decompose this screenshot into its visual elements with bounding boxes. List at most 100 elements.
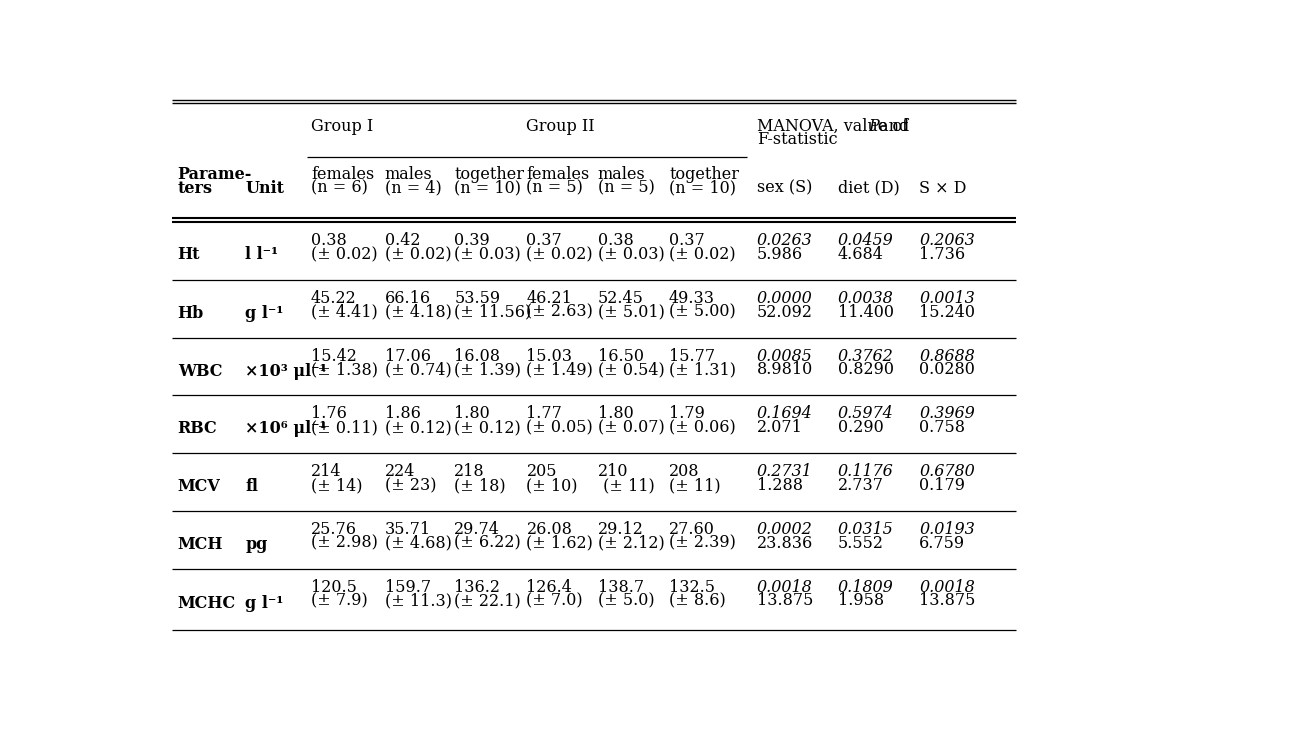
Text: together: together [455,166,524,183]
Text: 52.092: 52.092 [757,303,812,320]
Text: 0.2731: 0.2731 [757,463,812,480]
Text: (± 2.63): (± 2.63) [527,303,593,320]
Text: and: and [875,118,909,135]
Text: (± 6.22): (± 6.22) [455,534,521,551]
Text: (± 11): (± 11) [669,477,720,494]
Text: (± 7.0): (± 7.0) [527,593,583,609]
Text: 53.59: 53.59 [455,290,500,307]
Text: (n = 5): (n = 5) [597,180,655,197]
Text: (± 5.01): (± 5.01) [597,303,664,320]
Text: 120.5: 120.5 [310,579,356,596]
Text: 0.8290: 0.8290 [838,361,893,378]
Text: 27.60: 27.60 [669,521,715,538]
Text: Group I: Group I [310,118,373,135]
Text: Parame-: Parame- [178,166,252,183]
Text: (± 0.02): (± 0.02) [669,246,736,263]
Text: MCHC: MCHC [178,595,236,612]
Text: (± 11.56): (± 11.56) [455,303,532,320]
Text: MCH: MCH [178,536,223,553]
Text: 0.8688: 0.8688 [920,348,975,365]
Text: 224: 224 [385,463,415,480]
Text: (± 5.00): (± 5.00) [669,303,736,320]
Text: 8.9810: 8.9810 [757,361,814,378]
Text: (± 4.68): (± 4.68) [385,534,452,551]
Text: (± 14): (± 14) [310,477,363,494]
Text: 0.2063: 0.2063 [920,232,975,249]
Text: (± 0.07): (± 0.07) [597,419,664,436]
Text: g l⁻¹: g l⁻¹ [245,595,283,612]
Text: 2.737: 2.737 [838,477,884,494]
Text: (± 4.41): (± 4.41) [310,303,377,320]
Text: 13.875: 13.875 [757,593,814,609]
Text: (± 1.62): (± 1.62) [527,534,593,551]
Text: 0.0280: 0.0280 [920,361,975,378]
Text: 0.0193: 0.0193 [920,521,975,538]
Text: males: males [597,166,646,183]
Text: 205: 205 [527,463,557,480]
Text: 0.42: 0.42 [385,232,421,249]
Text: 0.179: 0.179 [920,477,965,494]
Text: RBC: RBC [178,420,217,437]
Text: MCV: MCV [178,478,220,495]
Text: 1.79: 1.79 [669,406,705,423]
Text: 0.0000: 0.0000 [757,290,812,307]
Text: ×10⁶ μl⁻¹: ×10⁶ μl⁻¹ [245,420,326,437]
Text: 0.38: 0.38 [597,232,634,249]
Text: (± 1.38): (± 1.38) [310,361,379,378]
Text: 1.76: 1.76 [310,406,347,423]
Text: 218: 218 [455,463,485,480]
Text: (± 0.02): (± 0.02) [385,246,451,263]
Text: 23.836: 23.836 [757,534,814,551]
Text: 159.7: 159.7 [385,579,431,596]
Text: 0.0018: 0.0018 [757,579,812,596]
Text: 6.759: 6.759 [920,534,965,551]
Text: 0.37: 0.37 [527,232,562,249]
Text: (n = 5): (n = 5) [527,180,583,197]
Text: pg: pg [245,536,267,553]
Text: 66.16: 66.16 [385,290,431,307]
Text: together: together [669,166,739,183]
Text: (± 0.54): (± 0.54) [597,361,664,378]
Text: sex (S): sex (S) [757,180,812,197]
Text: 46.21: 46.21 [527,290,572,307]
Text: males: males [385,166,432,183]
Text: 16.08: 16.08 [455,348,500,365]
Text: 17.06: 17.06 [385,348,431,365]
Text: (± 11.3): (± 11.3) [385,593,452,609]
Text: 0.5974: 0.5974 [838,406,893,423]
Text: (± 11): (± 11) [597,477,655,494]
Text: Ht: Ht [178,246,200,263]
Text: 52.45: 52.45 [597,290,643,307]
Text: 15.42: 15.42 [310,348,356,365]
Text: 0.290: 0.290 [838,419,884,436]
Text: (± 1.49): (± 1.49) [527,361,593,378]
Text: 15.240: 15.240 [920,303,976,320]
Text: 26.08: 26.08 [527,521,572,538]
Text: ters: ters [178,180,212,197]
Text: 0.0002: 0.0002 [757,521,812,538]
Text: diet (D): diet (D) [838,180,900,197]
Text: 15.03: 15.03 [527,348,572,365]
Text: (n = 10): (n = 10) [455,180,521,197]
Text: (± 0.11): (± 0.11) [310,419,377,436]
Text: P: P [869,118,879,135]
Text: 4.684: 4.684 [838,246,884,263]
Text: Group II: Group II [527,118,595,135]
Text: (± 0.12): (± 0.12) [385,419,452,436]
Text: 136.2: 136.2 [455,579,500,596]
Text: 138.7: 138.7 [597,579,645,596]
Text: 1.288: 1.288 [757,477,803,494]
Text: (± 2.12): (± 2.12) [597,534,664,551]
Text: Hb: Hb [178,305,204,322]
Text: 0.0315: 0.0315 [838,521,893,538]
Text: 25.76: 25.76 [310,521,358,538]
Text: 210: 210 [597,463,629,480]
Text: 2.071: 2.071 [757,419,803,436]
Text: 1.736: 1.736 [920,246,965,263]
Text: (± 0.03): (± 0.03) [455,246,521,263]
Text: (± 0.03): (± 0.03) [597,246,664,263]
Text: 0.1176: 0.1176 [838,463,893,480]
Text: F-statistic: F-statistic [757,131,837,148]
Text: 13.875: 13.875 [920,593,976,609]
Text: (± 0.74): (± 0.74) [385,361,452,378]
